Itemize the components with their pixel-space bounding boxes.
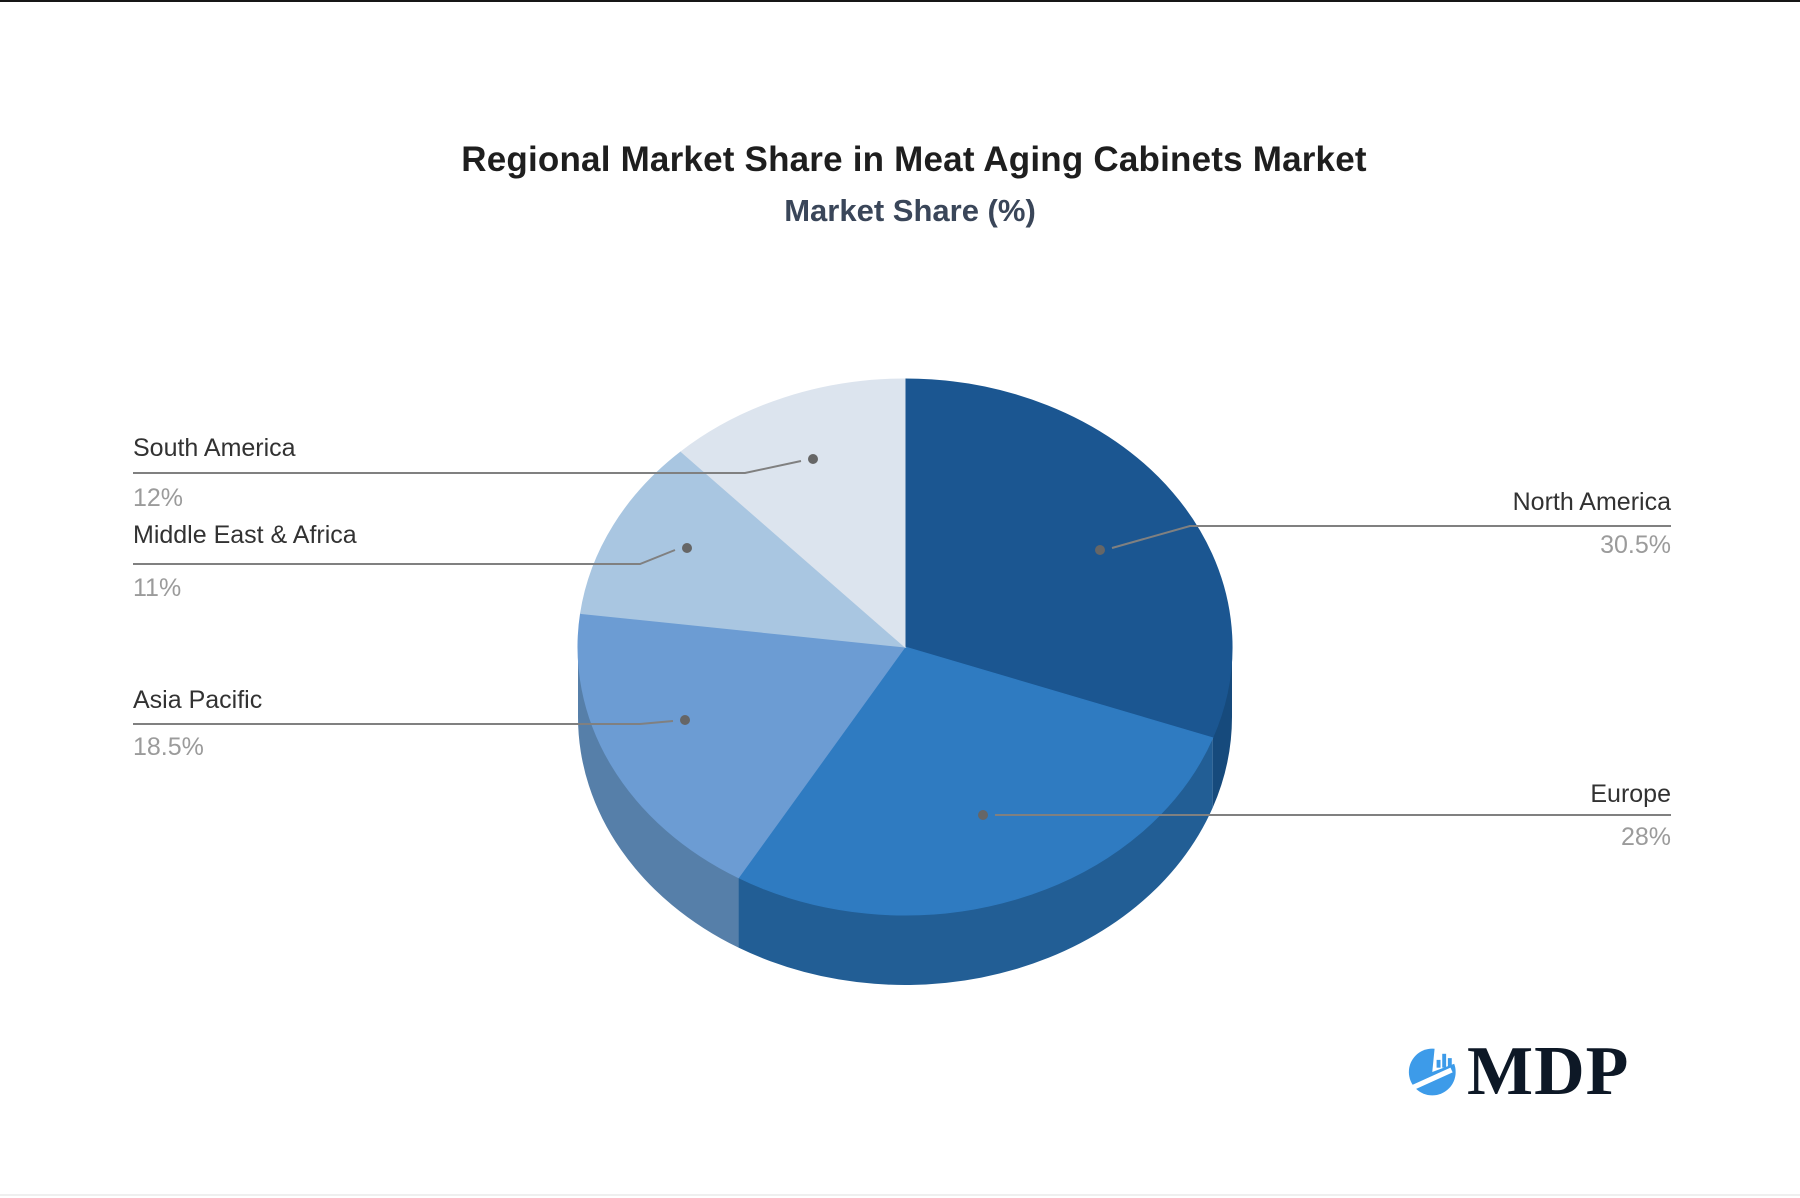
value-europe: 28% xyxy=(1620,823,1671,851)
pie-bar-chart-icon xyxy=(1408,1046,1460,1096)
chart-subtitle: Market Share (%) xyxy=(784,193,1036,228)
connector-dot-europe xyxy=(978,810,988,820)
connector-dot-asia-pacific xyxy=(680,715,690,725)
connector-line-south-america xyxy=(133,460,802,474)
pie-slice-south-america[interactable] xyxy=(680,378,906,649)
value-south-america: 12% xyxy=(133,484,184,512)
connector-dot-north-america xyxy=(1095,545,1105,555)
logo-text: MDP xyxy=(1467,1033,1630,1110)
connector-line-asia-pacific xyxy=(133,720,674,725)
value-asia-pacific: 18.5% xyxy=(133,733,204,761)
pie-slice-north-america[interactable] xyxy=(904,378,1233,739)
connector-line-north-america xyxy=(1111,525,1671,549)
pie-slice-side-north-america xyxy=(1212,647,1232,808)
label-europe: Europe xyxy=(1590,780,1671,808)
pie-slice-side-asia-pacific xyxy=(578,647,739,948)
chart-title: Regional Market Share in Meat Aging Cabi… xyxy=(461,140,1367,179)
label-asia-pacific: Asia Pacific xyxy=(133,686,263,714)
label-middle-east-africa: Middle East & Africa xyxy=(133,521,357,549)
brand-logo: MDP xyxy=(1408,1033,1630,1110)
connector-dot-south-america xyxy=(808,454,818,464)
connector-line-middle-east-and-africa xyxy=(133,549,676,565)
value-north-america: 30.5% xyxy=(1600,531,1671,559)
pie-slice-side-europe xyxy=(738,737,1213,985)
connector-dot-middle-east-and-africa xyxy=(682,543,692,553)
pie-slice-asia-pacific[interactable] xyxy=(577,612,906,879)
label-north-america: North America xyxy=(1512,488,1671,516)
value-middle-east-africa: 11% xyxy=(133,574,182,602)
pie-slice-middle-east-and-africa[interactable] xyxy=(580,450,907,648)
label-south-america: South America xyxy=(133,434,296,462)
